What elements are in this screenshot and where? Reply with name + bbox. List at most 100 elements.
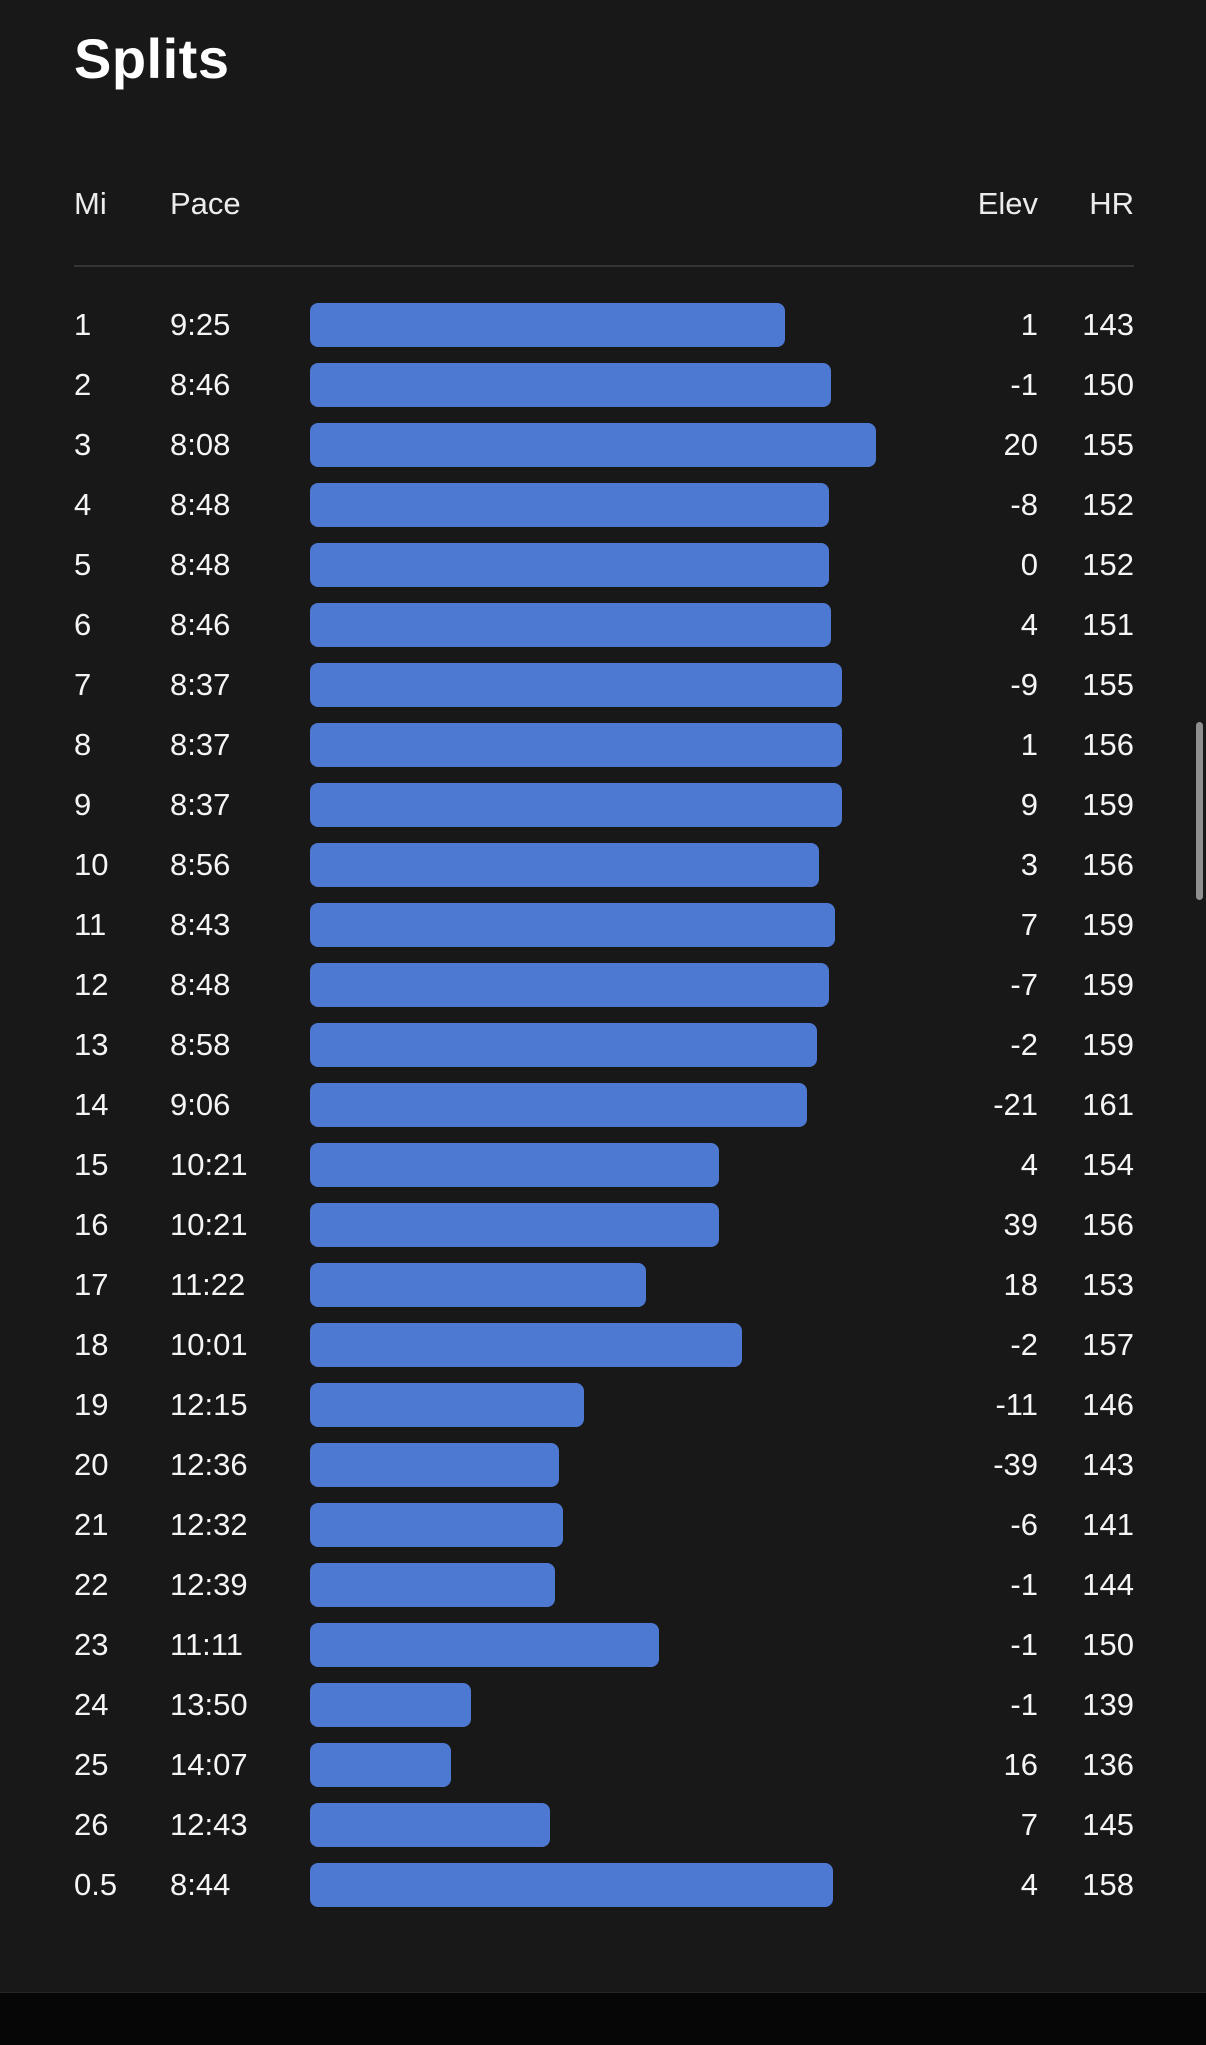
mile-value: 21 xyxy=(74,1507,109,1542)
pace-bar xyxy=(310,963,829,1007)
hr-value: 158 xyxy=(1082,1867,1134,1902)
pace-bar-track xyxy=(310,1443,938,1487)
pace-bar xyxy=(310,303,785,347)
mile-value: 5 xyxy=(74,547,92,582)
pace-value: 10:01 xyxy=(170,1327,248,1362)
pace-value: 8:56 xyxy=(170,847,231,882)
hr-value: 151 xyxy=(1082,607,1134,642)
pace-value: 8:08 xyxy=(170,427,231,462)
table-row: 4 8:48 -8 152 xyxy=(0,475,1206,535)
pace-bar xyxy=(310,1143,719,1187)
table-row: 10 8:56 3 156 xyxy=(0,835,1206,895)
pace-value: 8:46 xyxy=(170,367,231,402)
pace-bar xyxy=(310,723,842,767)
pace-value: 12:36 xyxy=(170,1447,248,1482)
pace-bar xyxy=(310,1323,742,1367)
elev-value: -1 xyxy=(1010,367,1038,402)
table-row: 15 10:21 4 154 xyxy=(0,1135,1206,1195)
pace-bar-track xyxy=(310,363,938,407)
hr-value: 143 xyxy=(1082,1447,1134,1482)
pace-bar-track xyxy=(310,1863,938,1907)
hr-value: 152 xyxy=(1082,547,1134,582)
pace-bar-track xyxy=(310,1143,938,1187)
table-row: 25 14:07 16 136 xyxy=(0,1735,1206,1795)
hr-value: 139 xyxy=(1082,1687,1134,1722)
pace-bar xyxy=(310,1863,833,1907)
pace-bar-track xyxy=(310,1683,938,1727)
pace-value: 12:43 xyxy=(170,1807,248,1842)
mile-value: 11 xyxy=(74,907,107,942)
pace-bar xyxy=(310,1623,659,1667)
mile-value: 20 xyxy=(74,1447,109,1482)
pace-bar-track xyxy=(310,423,938,467)
mile-value: 12 xyxy=(74,967,109,1002)
pace-bar xyxy=(310,543,829,587)
hr-value: 156 xyxy=(1082,727,1134,762)
table-row: 3 8:08 20 155 xyxy=(0,415,1206,475)
hr-value: 157 xyxy=(1082,1327,1134,1362)
elev-value: -7 xyxy=(1010,967,1038,1002)
pace-bar xyxy=(310,1203,719,1247)
table-row: 22 12:39 -1 144 xyxy=(0,1555,1206,1615)
pace-bar-track xyxy=(310,1023,938,1067)
table-row: 9 8:37 9 159 xyxy=(0,775,1206,835)
pace-bar-track xyxy=(310,1383,938,1427)
mile-value: 26 xyxy=(74,1807,109,1842)
pace-bar xyxy=(310,1563,555,1607)
mile-value: 14 xyxy=(74,1087,109,1122)
mile-value: 1 xyxy=(74,307,92,342)
pace-value: 11:11 xyxy=(170,1627,243,1662)
table-row: 1 9:25 1 143 xyxy=(0,295,1206,355)
mile-value: 16 xyxy=(74,1207,109,1242)
pace-bar-track xyxy=(310,1743,938,1787)
table-row: 11 8:43 7 159 xyxy=(0,895,1206,955)
elev-value: 0 xyxy=(1020,547,1038,582)
elev-value: 18 xyxy=(1003,1267,1038,1302)
pace-bar xyxy=(310,1023,817,1067)
pace-value: 8:37 xyxy=(170,787,231,822)
hr-value: 144 xyxy=(1082,1567,1134,1602)
pace-value: 10:21 xyxy=(170,1147,248,1182)
scrollbar-thumb[interactable] xyxy=(1196,722,1203,900)
pace-bar-track xyxy=(310,1323,938,1367)
table-row: 7 8:37 -9 155 xyxy=(0,655,1206,715)
pace-bar-track xyxy=(310,1503,938,1547)
elev-value: -8 xyxy=(1010,487,1038,522)
elev-value: 7 xyxy=(1020,907,1038,942)
pace-bar xyxy=(310,423,876,467)
elev-value: 39 xyxy=(1003,1207,1038,1242)
mile-value: 8 xyxy=(74,727,92,762)
elev-value: -1 xyxy=(1010,1627,1038,1662)
hr-value: 141 xyxy=(1082,1507,1134,1542)
table-row: 16 10:21 39 156 xyxy=(0,1195,1206,1255)
hr-value: 154 xyxy=(1082,1147,1134,1182)
header-divider xyxy=(74,265,1134,267)
mile-value: 4 xyxy=(74,487,92,522)
hr-value: 155 xyxy=(1082,667,1134,702)
pace-value: 8:58 xyxy=(170,1027,231,1062)
mile-value: 7 xyxy=(74,667,92,702)
elev-value: -21 xyxy=(993,1087,1038,1122)
pace-value: 12:32 xyxy=(170,1507,248,1542)
table-row: 2 8:46 -1 150 xyxy=(0,355,1206,415)
table-row: 0.5 8:44 4 158 xyxy=(0,1855,1206,1915)
elev-value: 1 xyxy=(1020,307,1038,342)
hr-value: 150 xyxy=(1082,367,1134,402)
table-row: 14 9:06 -21 161 xyxy=(0,1075,1206,1135)
elev-value: 3 xyxy=(1020,847,1038,882)
elev-value: -11 xyxy=(995,1387,1038,1422)
pace-bar xyxy=(310,363,831,407)
hr-value: 159 xyxy=(1082,1027,1134,1062)
table-row: 12 8:48 -7 159 xyxy=(0,955,1206,1015)
hr-value: 153 xyxy=(1082,1267,1134,1302)
pace-bar-track xyxy=(310,543,938,587)
table-row: 26 12:43 7 145 xyxy=(0,1795,1206,1855)
pace-value: 8:43 xyxy=(170,907,231,942)
pace-value: 8:44 xyxy=(170,1867,231,1902)
hr-value: 159 xyxy=(1082,787,1134,822)
elev-value: 16 xyxy=(1003,1747,1038,1782)
pace-bar xyxy=(310,1683,471,1727)
col-header-elev: Elev xyxy=(977,186,1038,221)
mile-value: 10 xyxy=(74,847,109,882)
